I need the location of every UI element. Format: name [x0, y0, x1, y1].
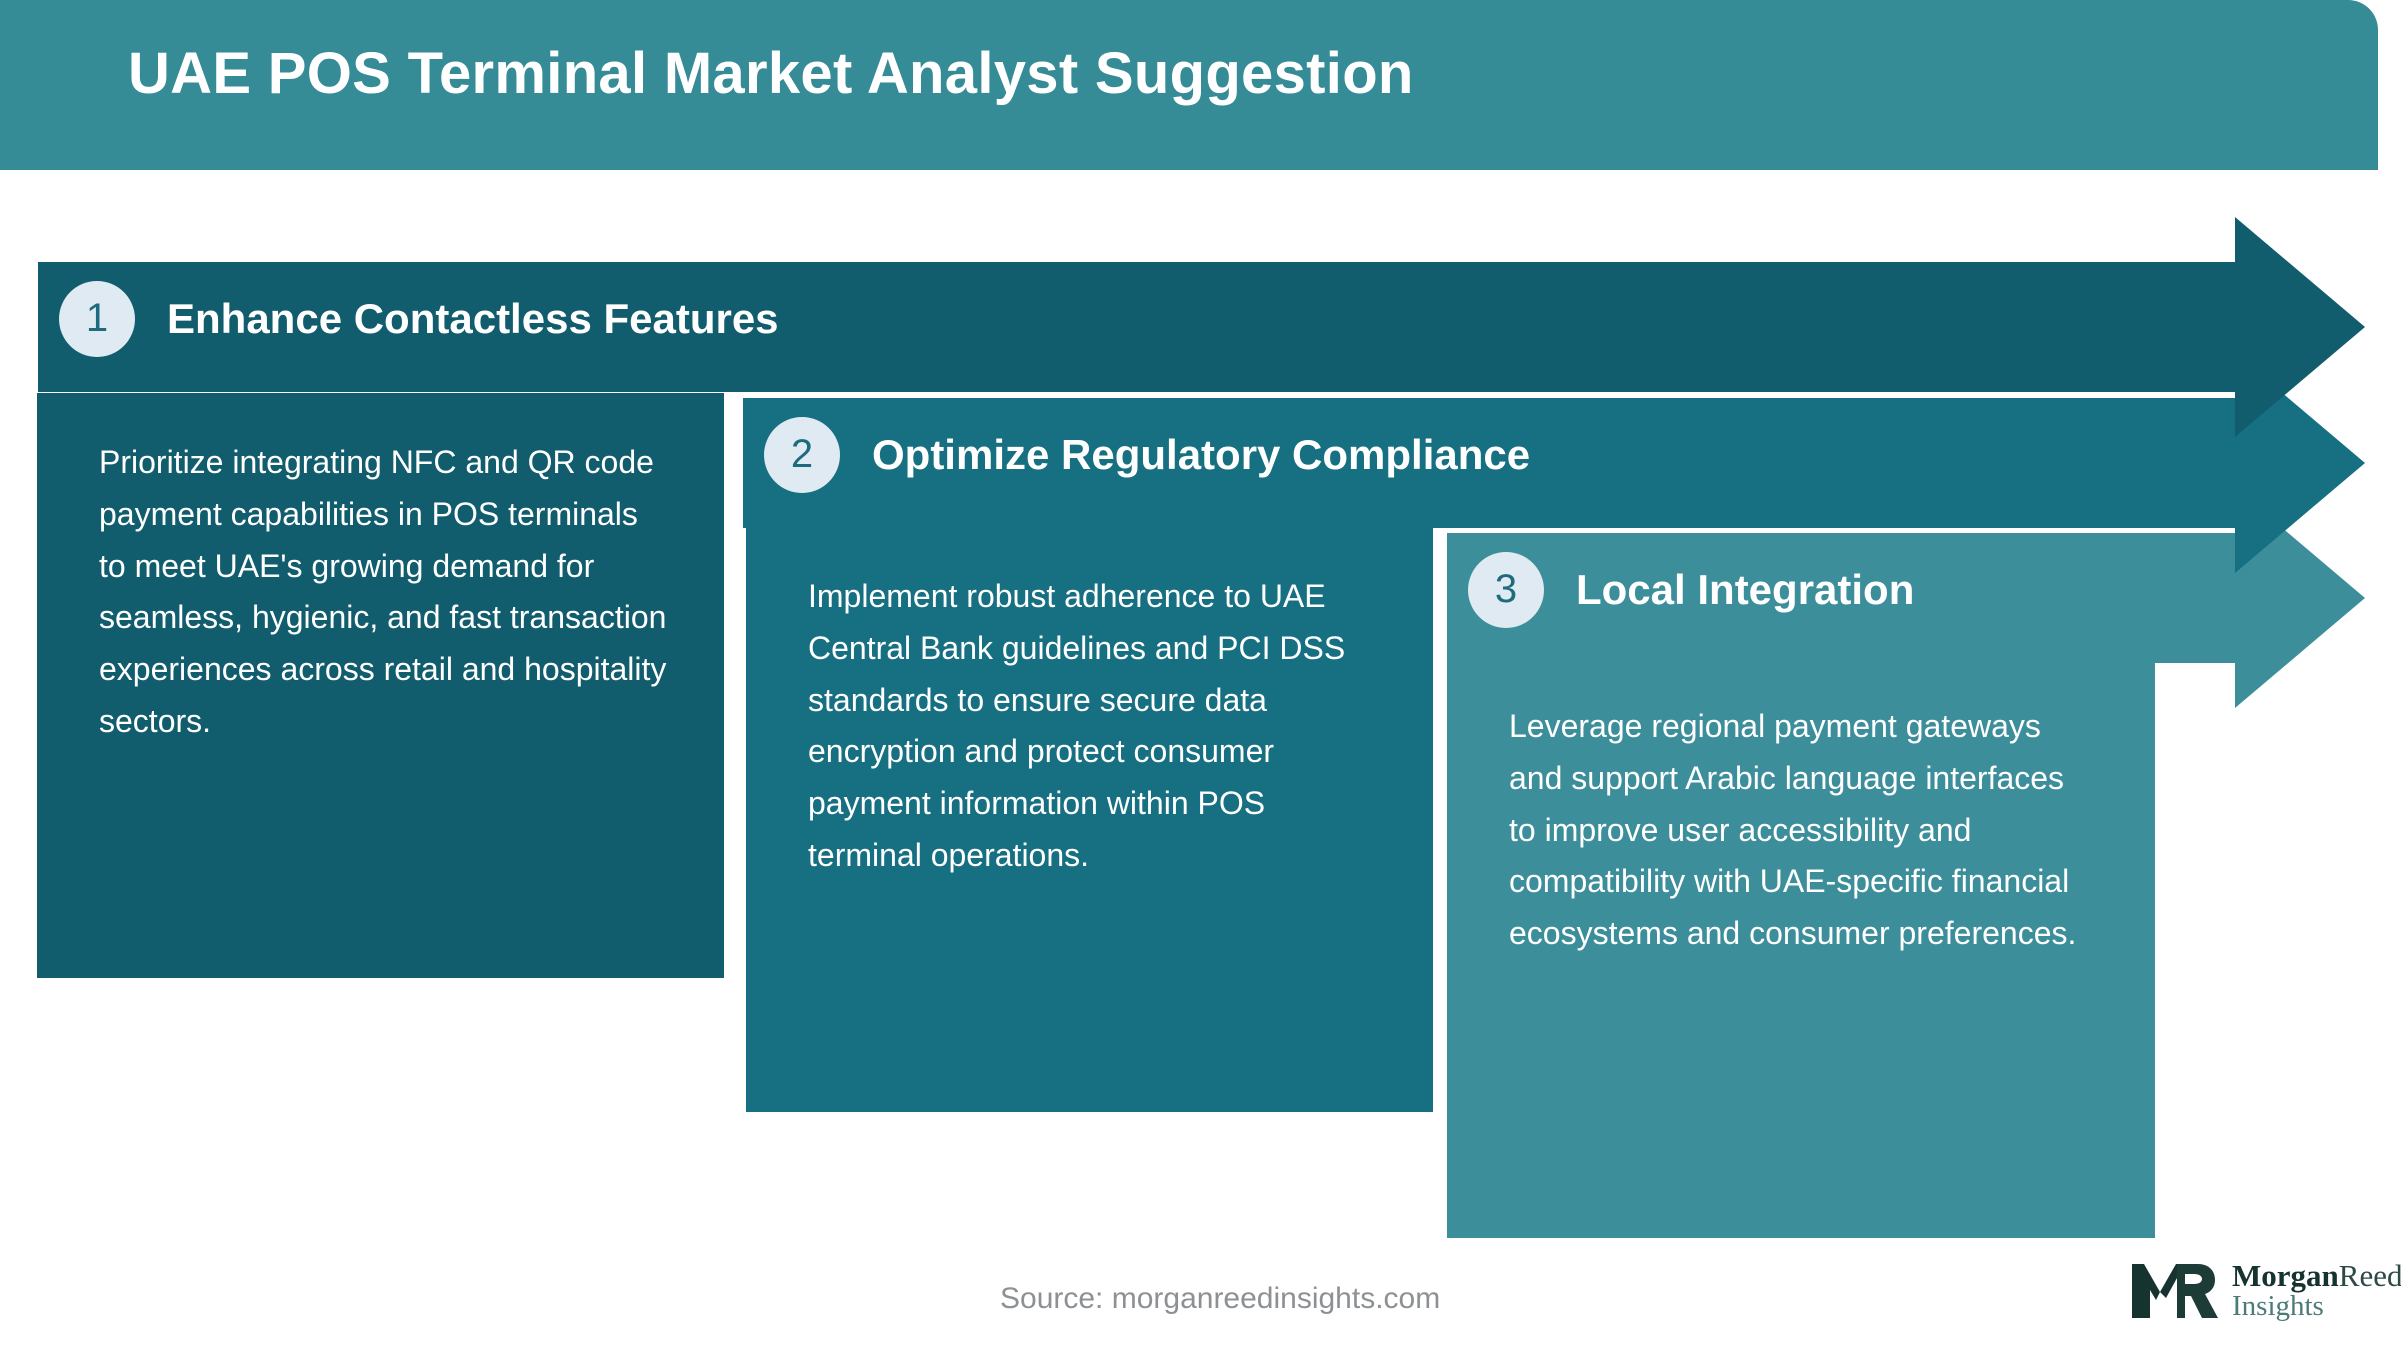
step-title-1: Enhance Contactless Features — [167, 294, 779, 342]
logo-name: MorganReed — [2232, 1260, 2401, 1292]
step-number-badge-3: 3 — [1468, 551, 1544, 628]
step-body-text-1: Prioritize integrating NFC and QR code p… — [99, 444, 667, 740]
mr-monogram-icon — [2132, 1264, 2218, 1318]
step-body-card-1: Prioritize integrating NFC and QR code p… — [37, 393, 724, 978]
step-banner-1[interactable]: 1 Enhance Contactless Features — [38, 262, 779, 375]
logo-tagline: Insights — [2232, 1290, 2324, 1323]
step-number-badge-1: 1 — [59, 280, 135, 357]
logo-name-bold: Morgan — [2232, 1258, 2339, 1294]
step-number-badge-2: 2 — [764, 416, 840, 493]
step-body-text-3: Leverage regional payment gateways and s… — [1509, 708, 2077, 952]
step-banner-3[interactable]: 3 Local Integration — [1447, 533, 1914, 646]
step-body-card-2: Implement robust adherence to UAE Centra… — [746, 527, 1433, 1112]
step-title-3: Local Integration — [1576, 565, 1915, 613]
step-body-card-3: Leverage regional payment gateways and s… — [1447, 657, 2155, 1238]
logo-wordmark: MorganReed Insights — [2232, 1260, 2401, 1321]
step-body-text-2: Implement robust adherence to UAE Centra… — [808, 578, 1346, 874]
logo-name-regular: Reed — [2338, 1258, 2401, 1294]
arrow-shape-step-2 — [743, 353, 2365, 573]
step-banner-2[interactable]: 2 Optimize Regulatory Compliance — [743, 398, 1530, 511]
step-title-2: Optimize Regulatory Compliance — [872, 430, 1531, 478]
header-band: UAE POS Terminal Market Analyst Suggesti… — [0, 0, 2378, 170]
page-title: UAE POS Terminal Market Analyst Suggesti… — [128, 41, 1414, 106]
arrow-shape-step-3 — [1447, 488, 2365, 708]
source-note: Source: morganreedinsights.com — [1000, 1282, 1441, 1315]
morganreed-insights-logo: MorganReed Insights — [2130, 1260, 2401, 1322]
arrow-shape-step-1 — [38, 217, 2365, 437]
